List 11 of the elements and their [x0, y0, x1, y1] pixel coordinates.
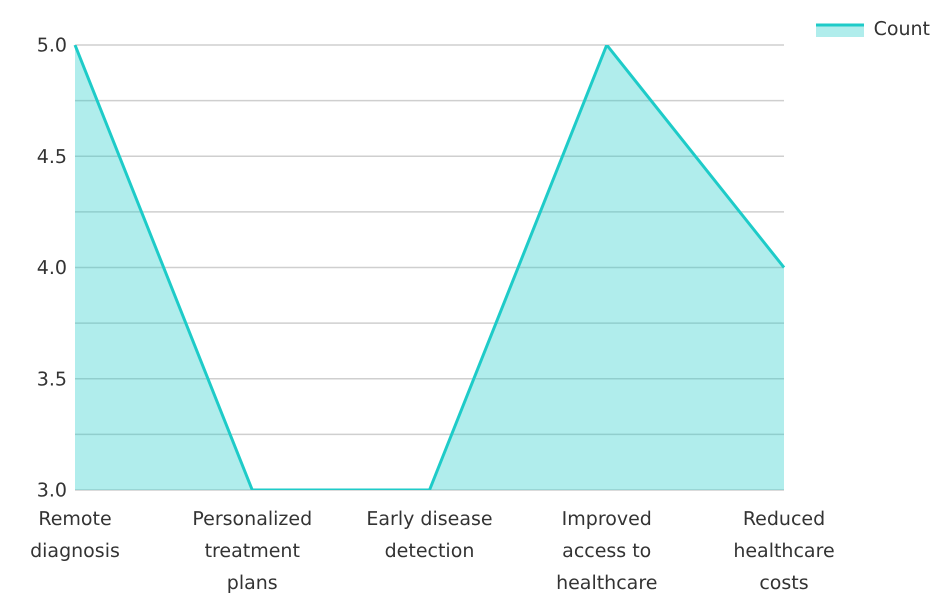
y-tick-label: 3.5 [36, 368, 67, 390]
y-tick-label: 4.5 [36, 146, 67, 168]
x-tick-label: Remote diagnosis [30, 508, 120, 562]
y-tick-label: 4.0 [36, 257, 67, 280]
x-tick-label: Personalized treatment plans [192, 508, 312, 594]
y-tick-label: 3.0 [36, 480, 67, 502]
x-tick-label: Reduced healthcare costs [733, 508, 835, 594]
x-tick-label: Improved access to healthcare [556, 508, 658, 594]
x-tick-label: Early disease detection [366, 508, 493, 562]
legend-label: Count [874, 18, 930, 40]
y-tick-label: 5.0 [36, 34, 67, 57]
